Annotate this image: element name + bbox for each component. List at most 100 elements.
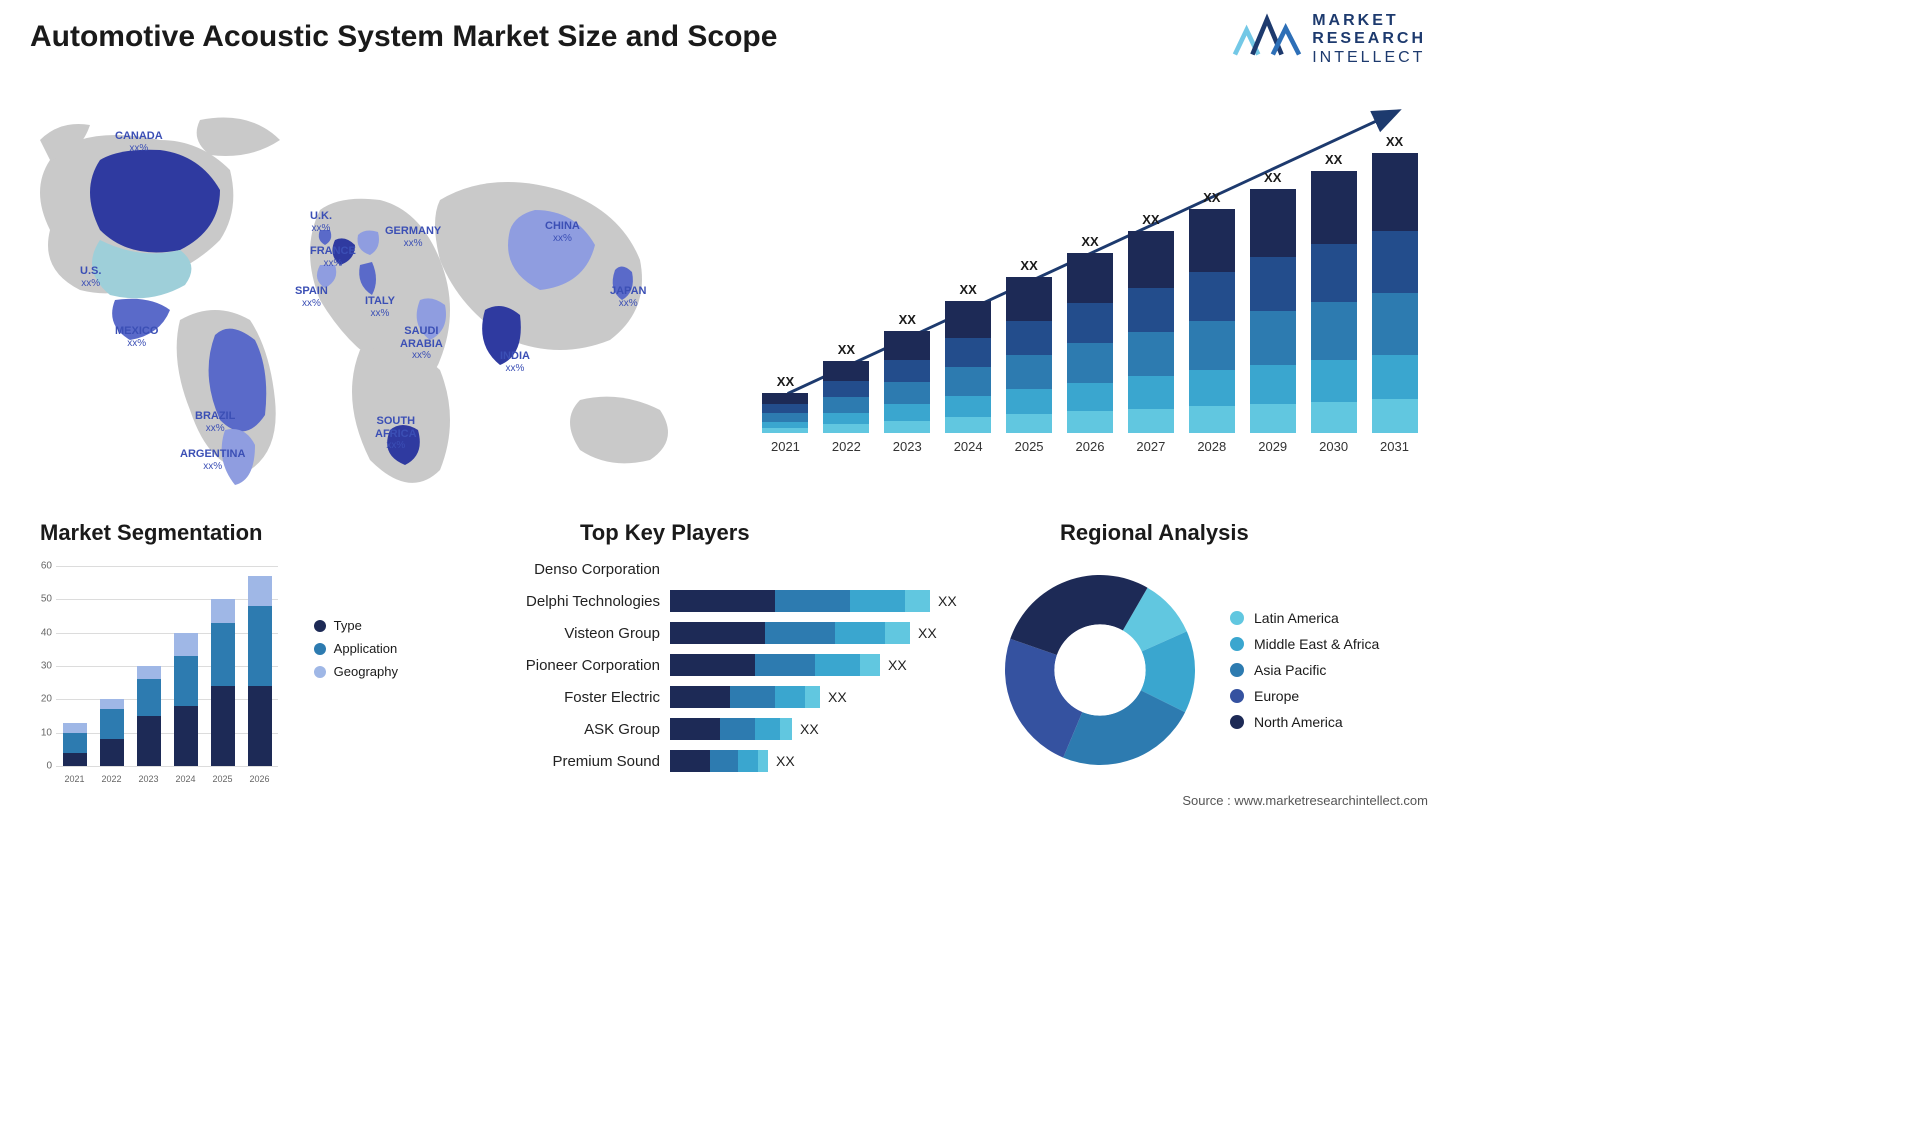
segmentation-bar xyxy=(100,699,124,766)
growth-bar: XX 2028 xyxy=(1186,190,1237,454)
x-axis-label: 2026 xyxy=(243,774,277,784)
legend-label: Asia Pacific xyxy=(1254,662,1326,678)
segmentation-bar xyxy=(63,723,87,766)
segmentation-legend: Type Application Geography xyxy=(314,610,398,687)
growth-bar: XX2030 xyxy=(1308,152,1359,454)
growth-bar-value: XX xyxy=(1386,134,1403,149)
regional-legend: Latin America Middle East & Africa Asia Pa… xyxy=(1230,600,1379,740)
segmentation-bar xyxy=(211,599,235,766)
map-label: BRAZILxx% xyxy=(195,410,235,434)
map-label: ITALYxx% xyxy=(365,295,395,319)
key-player-value: XX xyxy=(918,625,937,641)
growth-bar-value: XX xyxy=(1203,190,1220,205)
growth-bar-year: 2031 xyxy=(1380,439,1409,454)
growth-bar-chart: XX2021XX2022XX2023XX2024XX2025XX2026XX20… xyxy=(760,100,1420,480)
growth-bar-value: XX xyxy=(777,374,794,389)
growth-bar-year: 2024 xyxy=(954,439,983,454)
key-player-bar xyxy=(670,590,930,612)
key-player-value: XX xyxy=(938,593,957,609)
legend-label: Application xyxy=(334,641,398,656)
map-label: SAUDIARABIAxx% xyxy=(400,325,443,362)
map-label: GERMANYxx% xyxy=(385,225,441,249)
regional-analysis: Latin America Middle East & Africa Asia Pa… xyxy=(1000,560,1420,780)
growth-bar-year: 2028 xyxy=(1197,439,1226,454)
key-player-name: ASK Group xyxy=(480,721,670,738)
key-players-title: Top Key Players xyxy=(580,520,750,546)
legend-item: North America xyxy=(1230,714,1379,730)
growth-bar: XX2024 xyxy=(943,282,994,454)
segmentation-bar xyxy=(174,633,198,766)
legend-swatch-icon xyxy=(314,620,326,632)
key-player-name: Pioneer Corporation xyxy=(480,657,670,674)
x-axis-label: 2021 xyxy=(58,774,92,784)
key-player-row: Foster ElectricXX xyxy=(480,682,970,712)
y-axis-label: 30 xyxy=(32,661,52,672)
map-label: U.K.xx% xyxy=(310,210,332,234)
page-title: Automotive Acoustic System Market Size a… xyxy=(30,20,777,54)
growth-bar: XX 2031 xyxy=(1369,134,1420,454)
growth-bar: XX 2022 xyxy=(821,342,872,454)
legend-swatch-icon xyxy=(1230,689,1244,703)
growth-bar-year: 2022 xyxy=(832,439,861,454)
segmentation-bar xyxy=(137,666,161,766)
x-axis-label: 2025 xyxy=(206,774,240,784)
legend-item: Type xyxy=(314,618,398,633)
key-player-bar xyxy=(670,686,820,708)
map-label: JAPANxx% xyxy=(610,285,646,309)
growth-bar-year: 2029 xyxy=(1258,439,1287,454)
x-axis-label: 2023 xyxy=(132,774,166,784)
key-player-value: XX xyxy=(800,721,819,737)
growth-bar-value: XX xyxy=(1325,152,1342,167)
legend-label: Type xyxy=(334,618,362,633)
growth-bar: XX2026 xyxy=(1065,234,1116,454)
key-player-bar xyxy=(670,622,910,644)
key-player-bar xyxy=(670,654,880,676)
world-map: CANADAxx% U.S.xx% MEXICOxx% BRAZILxx% ARGENT… xyxy=(20,100,720,500)
map-label: U.S.xx% xyxy=(80,265,101,289)
key-player-bar xyxy=(670,718,792,740)
legend-item: Latin America xyxy=(1230,610,1379,626)
y-axis-label: 0 xyxy=(32,761,52,772)
key-player-name: Denso Corporation xyxy=(480,561,670,578)
growth-bar-value: XX xyxy=(838,342,855,357)
y-axis-label: 60 xyxy=(32,561,52,572)
regional-title: Regional Analysis xyxy=(1060,520,1249,546)
key-player-name: Visteon Group xyxy=(480,625,670,642)
logo-mark-icon xyxy=(1232,13,1302,66)
key-players-chart: Denso Corporation Delphi Technologies XX Vi… xyxy=(480,552,970,792)
map-label: SOUTHAFRICAxx% xyxy=(375,415,417,452)
key-player-name: Foster Electric xyxy=(480,689,670,706)
growth-bar-year: 2021 xyxy=(771,439,800,454)
segmentation-bar xyxy=(248,576,272,766)
x-axis-label: 2022 xyxy=(95,774,129,784)
legend-swatch-icon xyxy=(314,666,326,678)
growth-bar-value: XX xyxy=(1081,234,1098,249)
map-label: MEXICOxx% xyxy=(115,325,158,349)
legend-label: North America xyxy=(1254,714,1343,730)
map-label: ARGENTINAxx% xyxy=(180,448,245,472)
legend-swatch-icon xyxy=(1230,663,1244,677)
x-axis-label: 2024 xyxy=(169,774,203,784)
map-label: CHINAxx% xyxy=(545,220,580,244)
key-player-row: Pioneer CorporationXX xyxy=(480,650,970,680)
legend-swatch-icon xyxy=(1230,715,1244,729)
legend-item: Middle East & Africa xyxy=(1230,636,1379,652)
gridline xyxy=(56,766,278,767)
key-player-row: Premium SoundXX xyxy=(480,746,970,776)
growth-bar-value: XX xyxy=(1020,258,1037,273)
map-label: CANADAxx% xyxy=(115,130,163,154)
map-label: INDIAxx% xyxy=(500,350,530,374)
growth-bar-value: XX xyxy=(1264,170,1281,185)
key-player-bar xyxy=(670,750,768,772)
key-player-name: Delphi Technologies xyxy=(480,593,670,610)
source-line: Source : www.marketresearchintellect.com xyxy=(1182,793,1428,808)
legend-item: Geography xyxy=(314,664,398,679)
growth-bar-value: XX xyxy=(899,312,916,327)
growth-bar-year: 2023 xyxy=(893,439,922,454)
growth-bar: XX 2029 xyxy=(1247,170,1298,454)
segmentation-chart: 0102030405060202120222023202420252026 Ty… xyxy=(28,560,398,790)
regional-donut-chart xyxy=(1000,570,1200,770)
logo-text: MARKET RESEARCH INTELLECT xyxy=(1312,12,1426,67)
legend-label: Europe xyxy=(1254,688,1299,704)
legend-item: Europe xyxy=(1230,688,1379,704)
